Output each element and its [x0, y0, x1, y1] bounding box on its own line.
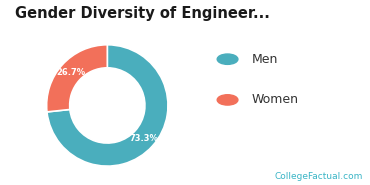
Text: CollegeFactual.com: CollegeFactual.com: [274, 172, 363, 181]
Text: Gender Diversity of Engineer...: Gender Diversity of Engineer...: [15, 6, 270, 21]
Text: Women: Women: [252, 93, 299, 106]
Wedge shape: [47, 45, 107, 112]
Text: Men: Men: [252, 53, 278, 66]
Wedge shape: [47, 45, 168, 166]
Text: 73.3%: 73.3%: [130, 134, 158, 143]
Text: 26.7%: 26.7%: [56, 68, 85, 77]
